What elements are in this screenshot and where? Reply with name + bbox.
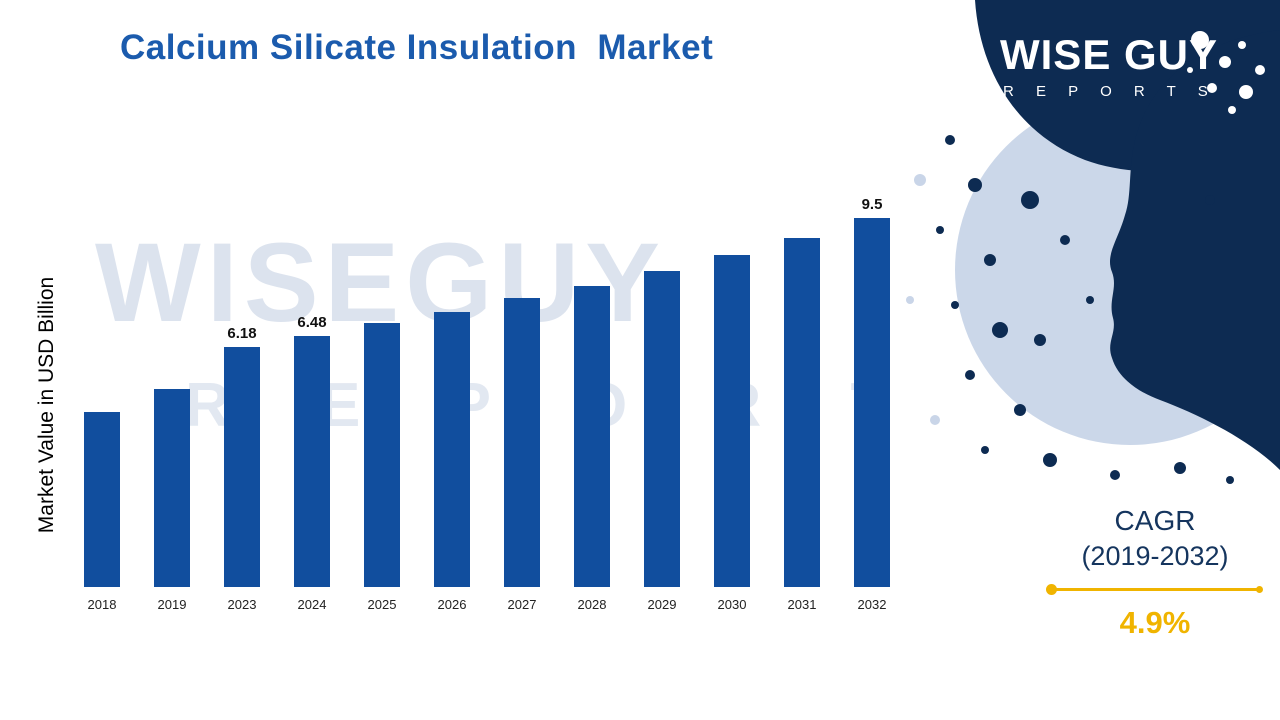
cagr-label: CAGR bbox=[1114, 505, 1196, 536]
pale-circle bbox=[955, 95, 1280, 445]
bar bbox=[364, 323, 400, 587]
logo-subtitle: R E P O R T S bbox=[1003, 83, 1217, 100]
bar bbox=[434, 312, 470, 587]
bar bbox=[574, 286, 610, 587]
x-tick-label: 2031 bbox=[787, 597, 817, 612]
bar bbox=[714, 255, 750, 587]
bar-group: 2029 bbox=[644, 249, 680, 612]
page-title: Calcium Silicate Insulation Market bbox=[120, 28, 714, 67]
bar-group: 6.18 2023 bbox=[224, 325, 260, 612]
bar-value-label: 6.48 bbox=[297, 314, 327, 331]
dots-pattern bbox=[936, 135, 1234, 484]
x-tick-label: 2030 bbox=[717, 597, 747, 612]
bar-chart: 2018 2019 6.18 2023 6.48 2024 2025 2026 2027 2028… bbox=[84, 196, 890, 612]
bar-group: 2019 bbox=[154, 367, 190, 612]
x-tick-label: 2028 bbox=[577, 597, 607, 612]
x-tick-label: 2024 bbox=[297, 597, 327, 612]
x-tick-label: 2025 bbox=[367, 597, 397, 612]
bar-value-label: 6.18 bbox=[227, 325, 257, 342]
bar-group: 2027 bbox=[504, 276, 540, 612]
bar bbox=[294, 336, 330, 587]
bar-group: 2026 bbox=[434, 290, 470, 612]
x-tick-label: 2018 bbox=[87, 597, 117, 612]
x-tick-label: 2023 bbox=[227, 597, 257, 612]
bar-group: 2028 bbox=[574, 264, 610, 612]
cagr-range: (2019-2032) bbox=[1081, 541, 1229, 571]
bar-group: 2030 bbox=[714, 233, 750, 612]
bar bbox=[854, 218, 890, 587]
bar bbox=[224, 347, 260, 587]
divider-dot-right bbox=[1256, 586, 1263, 593]
bar bbox=[154, 389, 190, 587]
divider-dot-left bbox=[1046, 584, 1057, 595]
bar bbox=[644, 271, 680, 587]
bar-group: 6.48 2024 bbox=[294, 314, 330, 612]
bar bbox=[784, 238, 820, 587]
logo: WISE GUY R E P O R T S bbox=[1000, 31, 1219, 101]
bar-group: 2018 bbox=[84, 390, 120, 612]
x-tick-label: 2029 bbox=[647, 597, 677, 612]
bar bbox=[504, 298, 540, 587]
bar-group: 2025 bbox=[364, 301, 400, 612]
bar bbox=[84, 412, 120, 587]
x-tick-label: 2026 bbox=[437, 597, 467, 612]
x-tick-label: 2032 bbox=[857, 597, 887, 612]
bar-group: 2031 bbox=[784, 216, 820, 612]
x-tick-label: 2027 bbox=[507, 597, 537, 612]
cagr-divider bbox=[1046, 584, 1263, 595]
bar-group: 9.5 2032 bbox=[854, 196, 890, 612]
x-tick-label: 2019 bbox=[157, 597, 187, 612]
cagr-value: 4.9% bbox=[1119, 605, 1191, 640]
y-axis-label: Market Value in USD Billion bbox=[35, 276, 58, 534]
bar-value-label: 9.5 bbox=[861, 196, 883, 213]
logo-name: WISE GUY bbox=[1000, 31, 1219, 78]
cagr-block: CAGR (2019-2032) 4.9% bbox=[1040, 505, 1270, 641]
